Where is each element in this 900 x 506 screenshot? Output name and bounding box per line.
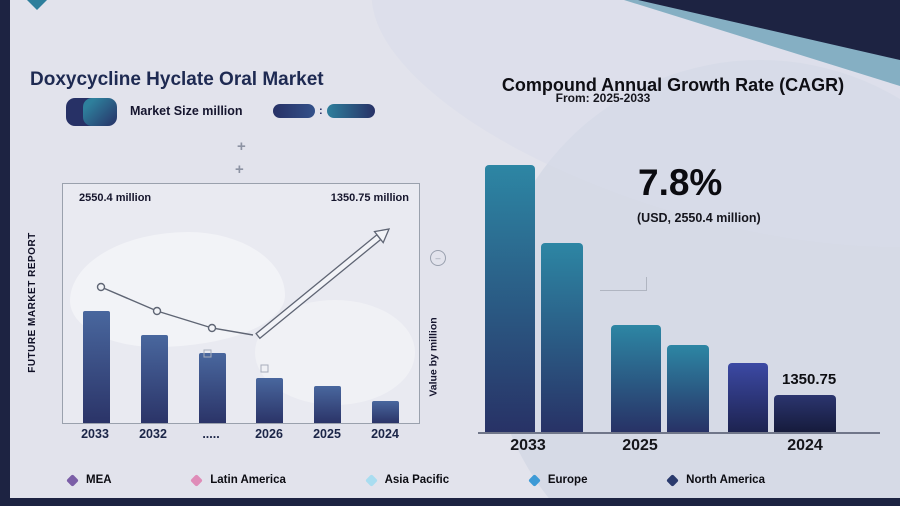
capsule-decoration: :	[273, 104, 375, 118]
legend-diamond-icon	[190, 473, 204, 487]
bar-group-2033	[485, 165, 583, 432]
legend-diamond-icon	[666, 473, 680, 487]
legend-label: North America	[686, 474, 765, 486]
market-x-label: .....	[202, 427, 220, 441]
cagr-bar	[485, 165, 535, 432]
legend-label: Latin America	[210, 474, 286, 486]
market-bars	[63, 311, 419, 423]
market-size-icon	[66, 98, 122, 128]
corner-bracket-decoration	[600, 277, 647, 291]
market-bar	[314, 386, 342, 423]
legend-label: MEA	[86, 474, 112, 486]
cagr-x-axis: 2033 2025 2024	[478, 437, 880, 457]
capsule-half-teal	[326, 104, 375, 118]
legend-item: MEA	[66, 473, 112, 487]
legend-item: North America	[666, 473, 765, 487]
x-label-2033: 2033	[510, 437, 546, 454]
trend-line-overlay	[96, 228, 391, 373]
trend-marker	[152, 306, 162, 316]
market-x-label: 2032	[139, 427, 167, 441]
market-x-label: 2024	[371, 427, 399, 441]
trend-marker	[96, 282, 106, 292]
icon-square-teal	[83, 98, 117, 126]
left-vertical-axis-label: FUTURE MARKET REPORT	[26, 232, 38, 373]
cagr-period: From: 2025-2033	[555, 91, 651, 105]
annotation-2024-value: 1350.75 million	[330, 192, 409, 204]
legend-diamond-icon	[527, 473, 541, 487]
x-label-2024: 2024	[787, 437, 823, 454]
cagr-bar	[728, 363, 768, 432]
market-size-chart: 2550.4 million 1350.75 million	[62, 183, 420, 424]
bar-group-2024	[728, 363, 836, 432]
market-x-axis: 2033 2032..... 2026 2025 2024	[62, 427, 418, 441]
market-size-legend-label: Market Size million	[130, 104, 243, 118]
trend-line	[100, 286, 254, 336]
market-x-label: 2033	[81, 427, 109, 441]
growth-arrow-shaft	[255, 233, 382, 340]
cagr-title: Compound Annual Growth Rate (CAGR)	[501, 74, 845, 95]
bottom-border-bar	[0, 498, 900, 506]
legend-item: Latin America	[190, 473, 286, 487]
bar-group-2025	[611, 325, 709, 432]
capsule-colon: :	[319, 104, 323, 117]
cagr-bar	[541, 243, 583, 432]
legend-label: Asia Pacific	[384, 474, 450, 486]
square-marker	[203, 349, 212, 358]
region-legend: MEA Latin America Asia Pacific Europe North …	[66, 473, 765, 487]
legend-diamond-icon	[66, 473, 79, 487]
top-left-triangle	[27, 0, 47, 10]
market-bar	[371, 401, 399, 423]
market-x-label: 2026	[255, 427, 283, 441]
x-label-2025: 2025	[622, 437, 658, 454]
market-bar	[256, 378, 284, 423]
annotation-1350: 1350.75	[782, 371, 837, 388]
cagr-unit: (USD, 2550.4 million)	[637, 211, 761, 225]
square-marker	[260, 364, 269, 373]
right-vertical-axis-label: Value by million	[428, 317, 441, 397]
legend-item: Europe	[527, 473, 588, 487]
cagr-value: 7.8%	[638, 162, 723, 203]
market-bar	[140, 335, 168, 423]
cagr-chart	[478, 158, 880, 434]
cagr-bar	[667, 345, 709, 432]
left-chart-title: Doxycycline Hyclate Oral Market	[30, 68, 324, 90]
dash-circle-decoration: –	[430, 250, 446, 266]
legend-label: Europe	[547, 474, 588, 486]
market-bar	[83, 311, 110, 423]
legend-item: Asia Pacific	[364, 473, 450, 487]
plus-decoration: +	[235, 161, 244, 178]
trend-marker	[207, 323, 217, 333]
market-bar	[198, 353, 226, 423]
plus-decoration: +	[237, 138, 246, 155]
growth-arrow-head	[373, 228, 391, 244]
cagr-bar	[611, 325, 661, 432]
capsule-half-navy	[273, 104, 315, 118]
annotation-2033-value: 2550.4 million	[79, 192, 152, 204]
legend-diamond-icon	[364, 473, 378, 487]
cagr-bar	[774, 395, 836, 432]
market-x-label: 2025	[313, 427, 341, 441]
left-border-bar	[0, 0, 10, 506]
